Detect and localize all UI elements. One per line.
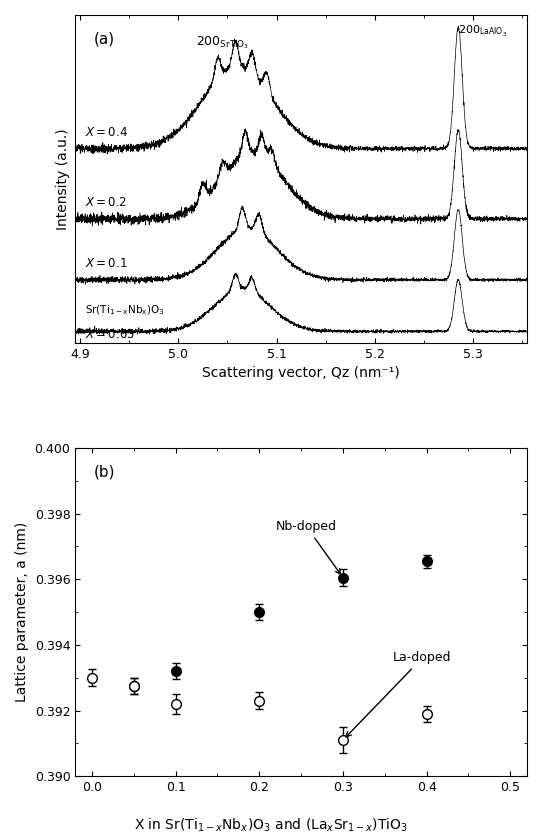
Text: Nb-doped: Nb-doped [276, 520, 340, 574]
X-axis label: Scattering vector, Qz (nm⁻¹): Scattering vector, Qz (nm⁻¹) [202, 366, 400, 380]
Text: $X = 0.1$: $X = 0.1$ [85, 258, 128, 270]
Text: $X = 0.4$: $X = 0.4$ [85, 126, 128, 139]
Text: $\mathregular{Sr(Ti_{1-x}Nb_x)O_3}$: $\mathregular{Sr(Ti_{1-x}Nb_x)O_3}$ [85, 304, 165, 317]
Text: (b): (b) [93, 465, 115, 480]
Text: La-doped: La-doped [346, 651, 451, 737]
Text: $X = 0.2$: $X = 0.2$ [85, 197, 127, 209]
Text: $200_{\mathregular{SrTiO_3}}$: $200_{\mathregular{SrTiO_3}}$ [196, 34, 249, 51]
Text: X in Sr(Ti$_{1-x}$Nb$_x$)O$_3$ and (La$_x$Sr$_{1-x}$)TiO$_3$: X in Sr(Ti$_{1-x}$Nb$_x$)O$_3$ and (La$_… [134, 816, 408, 834]
Y-axis label: Intensity (a.u.): Intensity (a.u.) [56, 128, 70, 230]
Text: $X = 0.05$: $X = 0.05$ [85, 328, 135, 341]
Text: (a): (a) [93, 32, 114, 47]
Text: $200_{\mathregular{LaAlO_3}}$: $200_{\mathregular{LaAlO_3}}$ [458, 23, 507, 39]
Y-axis label: Lattice parameter, a (nm): Lattice parameter, a (nm) [15, 522, 29, 702]
